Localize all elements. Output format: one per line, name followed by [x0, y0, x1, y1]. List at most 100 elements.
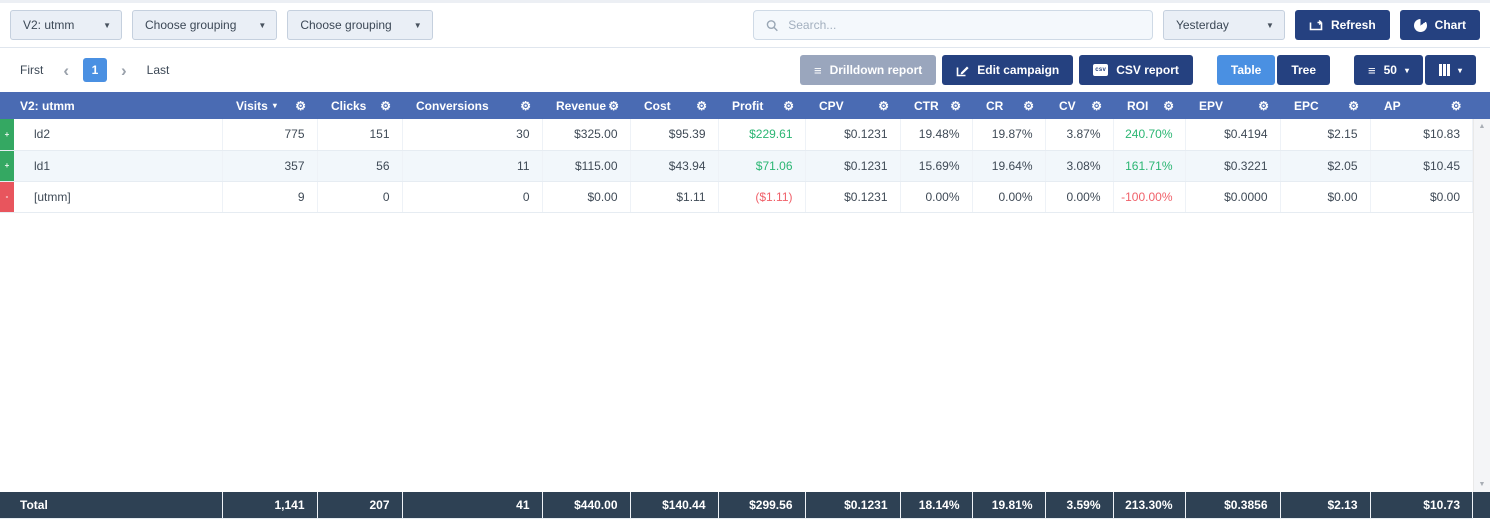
col-header-cost[interactable]: Cost ⚙ [630, 92, 718, 119]
col-header-epc[interactable]: EPC ⚙ [1280, 92, 1370, 119]
col-header-cv[interactable]: CV ⚙ [1045, 92, 1113, 119]
col-header-cr[interactable]: CR ⚙ [972, 92, 1045, 119]
cell-clicks: 0 [317, 181, 403, 213]
cell-ap: $10.45 [1370, 150, 1473, 182]
column-settings-icon[interactable]: ⚙ [783, 98, 794, 113]
total-label: Total [0, 492, 223, 519]
column-settings-icon[interactable]: ⚙ [520, 98, 531, 113]
table-view-button[interactable]: Table [1216, 55, 1276, 85]
cell-profit: $229.61 [718, 119, 806, 151]
column-settings-icon[interactable]: ⚙ [1450, 98, 1462, 113]
grouping-select-2-value: Choose grouping [145, 18, 237, 32]
pagination-last[interactable]: Last [146, 63, 170, 77]
column-settings-icon[interactable]: ⚙ [696, 98, 707, 113]
cell-revenue: $115.00 [542, 150, 631, 182]
rows-per-page-value: 50 [1383, 63, 1397, 77]
cell-ctr: 19.48% [900, 119, 973, 151]
chevron-right-icon[interactable]: › [121, 60, 127, 80]
col-header-ap[interactable]: AP ⚙ [1370, 92, 1473, 119]
column-settings-icon[interactable]: ⚙ [1348, 98, 1359, 113]
edit-campaign-button[interactable]: Edit campaign [942, 55, 1074, 85]
search-icon [766, 19, 778, 31]
tree-view-button[interactable]: Tree [1277, 55, 1331, 85]
search-box[interactable] [752, 10, 1153, 40]
cell-cr: 19.87% [972, 119, 1046, 151]
table-row[interactable]: + ld1 357 56 11 $115.00 $43.94 $71.06 $0… [0, 150, 1473, 182]
cell-cpv: $0.1231 [805, 119, 901, 151]
table-row[interactable]: - [utmm] 9 0 0 $0.00 $1.11 ($1.11) $0.12… [0, 181, 1473, 213]
grouping-select-1-value: V2: utmm [23, 18, 75, 32]
cell-conversions: 11 [402, 150, 543, 182]
cell-epv: $0.0000 [1185, 181, 1281, 213]
col-header-revenue[interactable]: Revenue ⚙ [542, 92, 630, 119]
cell-cv: 3.87% [1045, 119, 1114, 151]
pagination-page-1[interactable]: 1 [83, 58, 107, 82]
cell-cost: $1.11 [630, 181, 719, 213]
scroll-up-icon[interactable]: ▲ [1478, 123, 1486, 130]
scroll-down-icon[interactable]: ▼ [1478, 481, 1486, 488]
column-settings-icon[interactable]: ⚙ [1091, 98, 1102, 113]
grouping-select-1[interactable]: V2: utmm ▼ [10, 10, 122, 40]
cell-ctr: 15.69% [900, 150, 973, 182]
col-header-ctr[interactable]: CTR ⚙ [900, 92, 972, 119]
csv-report-button[interactable]: csv CSV report [1079, 55, 1193, 85]
cell-visits: 9 [222, 181, 318, 213]
refresh-button[interactable]: Refresh [1294, 10, 1390, 40]
column-settings-icon[interactable]: ⚙ [1258, 98, 1269, 113]
col-header-profit[interactable]: Profit ⚙ [718, 92, 805, 119]
report-actions: ≡ Drilldown report Edit campaign csv CSV… [799, 55, 1476, 85]
total-roi: 213.30% [1113, 492, 1186, 519]
total-ap: $10.73 [1370, 492, 1473, 519]
total-row: Total 1,141 207 41 $440.00 $140.44 $299.… [0, 492, 1490, 519]
col-header-roi[interactable]: ROI ⚙ [1113, 92, 1185, 119]
col-header-name[interactable]: V2: utmm [0, 92, 222, 119]
column-settings-icon[interactable]: ⚙ [295, 98, 306, 113]
col-header-clicks[interactable]: Clicks ⚙ [317, 92, 402, 119]
total-cost: $140.44 [630, 492, 719, 519]
total-ctr: 18.14% [900, 492, 973, 519]
column-settings-icon[interactable]: ⚙ [950, 98, 961, 113]
cell-ap: $0.00 [1370, 181, 1473, 213]
cell-profit: ($1.11) [718, 181, 806, 213]
edit-campaign-label: Edit campaign [977, 63, 1060, 77]
cell-cv: 0.00% [1045, 181, 1114, 213]
total-epc: $2.13 [1280, 492, 1371, 519]
cell-clicks: 56 [317, 150, 403, 182]
chevron-down-icon: ▼ [258, 20, 267, 30]
columns-picker-button[interactable]: ▾ [1424, 55, 1476, 85]
col-header-visits[interactable]: Visits ▾ ⚙ [222, 92, 317, 119]
column-settings-icon[interactable]: ⚙ [1023, 98, 1034, 113]
scrollbar-header-cap [1473, 92, 1490, 119]
date-range-select[interactable]: Yesterday ▼ [1162, 10, 1285, 40]
search-input[interactable] [786, 17, 1140, 33]
table-row[interactable]: + ld2 775 151 30 $325.00 $95.39 $229.61 … [0, 119, 1473, 151]
drilldown-report-button[interactable]: ≡ Drilldown report [799, 55, 937, 85]
col-header-epv[interactable]: EPV ⚙ [1185, 92, 1280, 119]
chevron-left-icon[interactable]: ‹ [63, 60, 69, 80]
view-mode-toggle: Table Tree [1216, 55, 1331, 85]
chart-button[interactable]: Chart [1399, 10, 1480, 40]
cell-roi: 161.71% [1113, 150, 1186, 182]
sort-desc-icon: ▾ [272, 101, 277, 110]
col-header-conversions[interactable]: Conversions ⚙ [402, 92, 542, 119]
grouping-select-3[interactable]: Choose grouping ▼ [287, 10, 433, 40]
cell-cpv: $0.1231 [805, 181, 901, 213]
column-settings-icon[interactable]: ⚙ [608, 98, 619, 113]
column-settings-icon[interactable]: ⚙ [878, 98, 889, 113]
pagination-first[interactable]: First [20, 63, 44, 77]
grouping-select-2[interactable]: Choose grouping ▼ [132, 10, 278, 40]
rows-per-page-button[interactable]: ≡ 50 ▾ [1354, 55, 1423, 85]
csv-file-icon: csv [1093, 64, 1109, 76]
chart-label: Chart [1434, 18, 1466, 32]
column-settings-icon[interactable]: ⚙ [380, 98, 391, 113]
column-settings-icon[interactable]: ⚙ [1163, 98, 1174, 113]
col-header-cpv[interactable]: CPV ⚙ [805, 92, 900, 119]
secondary-toolbar: First ‹ 1 › Last ≡ Drilldown report Edit… [0, 48, 1490, 92]
grouping-select-3-value: Choose grouping [300, 18, 392, 32]
vertical-scrollbar[interactable]: ▲ ▼ [1473, 119, 1490, 492]
cell-roi: 240.70% [1113, 119, 1186, 151]
cell-cost: $43.94 [630, 150, 719, 182]
cell-conversions: 30 [402, 119, 543, 151]
cell-cv: 3.08% [1045, 150, 1114, 182]
